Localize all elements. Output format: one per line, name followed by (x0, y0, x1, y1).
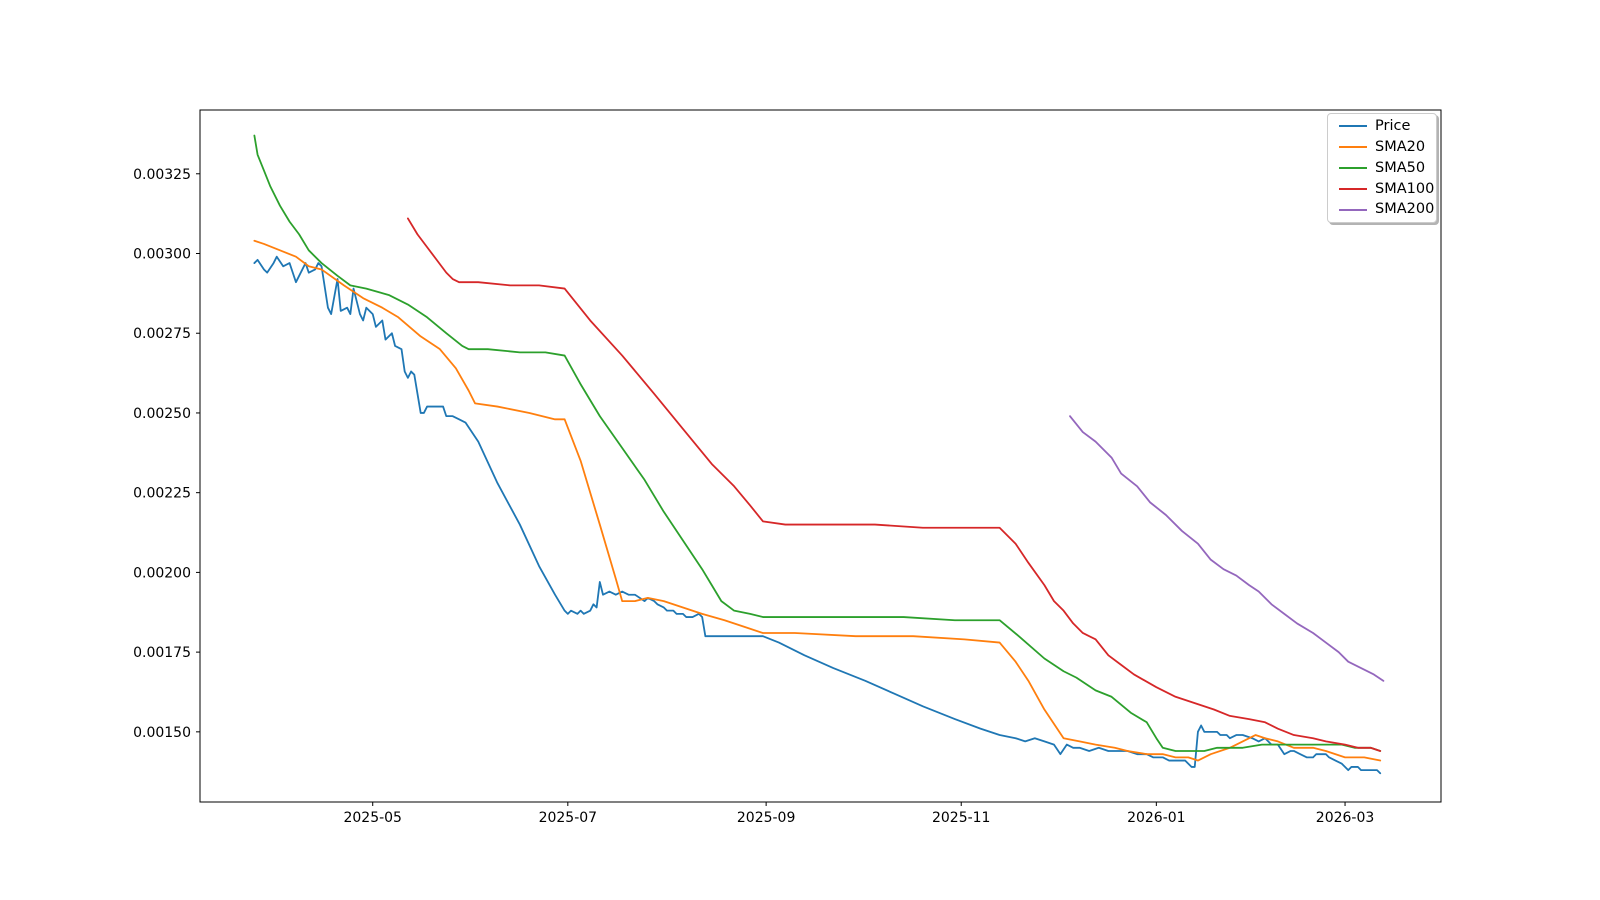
legend-entry-sma20: SMA20 (1328, 137, 1436, 158)
x-tick-label: 2025-07 (539, 810, 598, 826)
series-line-sma100 (406, 217, 1382, 752)
y-tick-label: 0.00150 (133, 725, 191, 741)
y-tick-label: 0.00300 (133, 247, 191, 263)
y-tick-label: 0.00175 (133, 645, 191, 661)
sma100-line-sample (1339, 187, 1367, 190)
legend-label-price: Price (1375, 118, 1411, 135)
legend-label-sma200: SMA200 (1375, 201, 1435, 218)
legend-label-sma100: SMA100 (1375, 180, 1435, 197)
axes-spines (199, 109, 1442, 803)
legend-label-sma50: SMA50 (1375, 159, 1426, 176)
series-line-sma20 (253, 239, 1382, 762)
price-line-sample (1339, 125, 1367, 128)
legend-label-sma20: SMA20 (1375, 138, 1426, 155)
y-tick-label: 0.00275 (133, 326, 191, 342)
legend: Price SMA20 SMA50 SMA100 SMA200 (1327, 113, 1437, 223)
x-tick-label: 2025-05 (343, 810, 402, 826)
series-line-sma50 (253, 134, 1382, 752)
sma50-line-sample (1339, 166, 1367, 169)
x-tick-label: 2025-09 (737, 810, 796, 826)
series-line-price (253, 255, 1382, 775)
legend-entry-sma50: SMA50 (1328, 158, 1436, 179)
legend-entry-price: Price (1328, 116, 1436, 137)
legend-entry-sma200: SMA200 (1328, 199, 1436, 220)
series-line-sma200 (1069, 415, 1385, 682)
y-tick-label: 0.00200 (133, 565, 191, 581)
y-tick-label: 0.00250 (133, 406, 191, 422)
x-tick-label: 2026-03 (1316, 810, 1375, 826)
legend-entry-sma100: SMA100 (1328, 178, 1436, 199)
y-tick-label: 0.00225 (133, 486, 191, 502)
sma20-line-sample (1339, 146, 1367, 149)
y-tick-label: 0.00325 (133, 167, 191, 183)
x-tick-label: 2026-01 (1127, 810, 1186, 826)
sma200-line-sample (1339, 208, 1367, 211)
x-tick-label: 2025-11 (932, 810, 991, 826)
